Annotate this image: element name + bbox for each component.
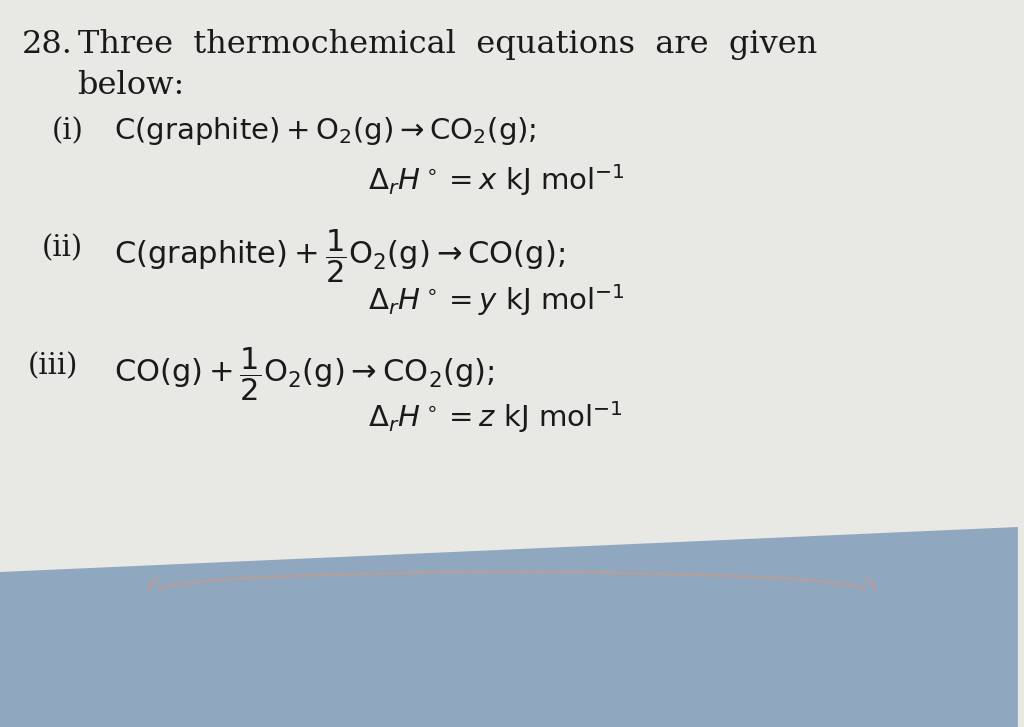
Polygon shape (0, 527, 1018, 727)
Text: $\Delta_r H^\circ = y\ \mathrm{kJ\ mol^{-1}}$: $\Delta_r H^\circ = y\ \mathrm{kJ\ mol^{… (368, 282, 625, 318)
Text: $\mathrm{C(graphite) + O_2(g) \rightarrow CO_2(g);}$: $\mathrm{C(graphite) + O_2(g) \rightarro… (115, 115, 537, 147)
Text: $\Delta_r H^\circ = z\ \mathrm{kJ\ mol^{-1}}$: $\Delta_r H^\circ = z\ \mathrm{kJ\ mol^{… (368, 399, 623, 435)
Text: (ii): (ii) (42, 234, 83, 262)
Text: 28.: 28. (22, 29, 73, 60)
Text: (iii): (iii) (28, 352, 78, 380)
Text: Three  thermochemical  equations  are  given: Three thermochemical equations are given (78, 29, 817, 60)
Text: below:: below: (78, 70, 184, 101)
Text: $\mathrm{CO(g) + \dfrac{1}{2}O_2(g) \rightarrow CO_2(g);}$: $\mathrm{CO(g) + \dfrac{1}{2}O_2(g) \rig… (115, 345, 495, 403)
Text: (i): (i) (51, 117, 84, 145)
Text: $\Delta_r H^\circ = x\ \mathrm{kJ\ mol^{-1}}$: $\Delta_r H^\circ = x\ \mathrm{kJ\ mol^{… (368, 162, 625, 198)
Text: $\mathrm{C(graphite) + \dfrac{1}{2}O_2(g) \rightarrow CO(g);}$: $\mathrm{C(graphite) + \dfrac{1}{2}O_2(g… (115, 227, 565, 284)
